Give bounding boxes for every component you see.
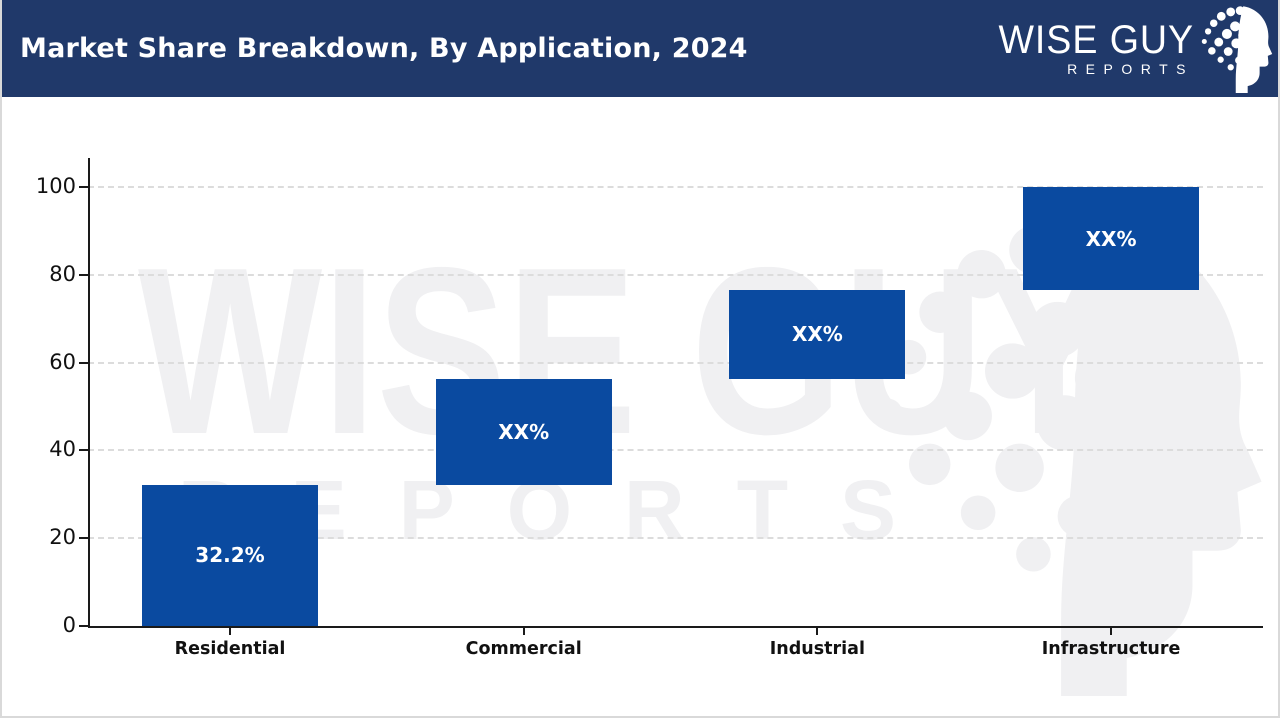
y-gridline: [88, 361, 1263, 364]
bar-value-label: XX%: [498, 419, 550, 444]
x-axis-line: [88, 626, 1263, 628]
bar-value-label: XX%: [1085, 226, 1137, 251]
x-category-label: Residential: [174, 639, 286, 659]
x-tickmark: [816, 626, 819, 635]
bar-infrastructure: XX%: [1023, 187, 1200, 291]
y-tickmark: [79, 537, 88, 540]
page-title: Market Share Breakdown, By Application, …: [20, 33, 748, 64]
y-tickmark: [79, 361, 88, 364]
y-tick-label: 0: [62, 613, 76, 637]
y-tick-label: 60: [49, 349, 76, 374]
y-tick-label: 80: [49, 261, 76, 286]
bar-value-label: 32.2%: [195, 543, 265, 568]
y-gridline: [88, 449, 1263, 452]
y-gridline: [88, 537, 1263, 540]
y-gridline: [88, 186, 1263, 188]
logo-wordmark: WISE GUY: [998, 18, 1194, 62]
y-tickmark: [79, 186, 88, 188]
watermark-line1: WISE GUY: [138, 219, 1114, 484]
y-tick-label: 40: [49, 437, 76, 462]
logo-subtitle: REPORTS: [1067, 61, 1194, 77]
y-axis-line: [88, 158, 90, 628]
x-tickmark: [522, 626, 525, 635]
y-tickmark: [79, 625, 88, 627]
x-category-label: Commercial: [465, 639, 582, 659]
bar-industrial: XX%: [729, 290, 906, 379]
header-bar: Market Share Breakdown, By Application, …: [0, 0, 1280, 97]
bar-commercial: XX%: [435, 378, 612, 485]
y-tick-label: 100: [35, 174, 76, 198]
y-tickmark: [79, 449, 88, 452]
wiseguy-logo-text: WISE GUY REPORTS: [986, 20, 1194, 77]
y-tick-label: 20: [49, 525, 76, 550]
bar-residential: 32.2%: [142, 484, 318, 626]
bar-value-label: XX%: [791, 322, 843, 347]
x-category-label: Infrastructure: [1041, 639, 1181, 659]
y-tickmark: [79, 273, 88, 276]
x-tickmark: [229, 626, 231, 635]
x-category-label: Industrial: [769, 639, 865, 659]
y-gridline: [88, 273, 1263, 276]
wiseguy-head-icon: [1201, 5, 1273, 93]
wiseguy-logo: WISE GUY REPORTS: [986, 0, 1276, 97]
